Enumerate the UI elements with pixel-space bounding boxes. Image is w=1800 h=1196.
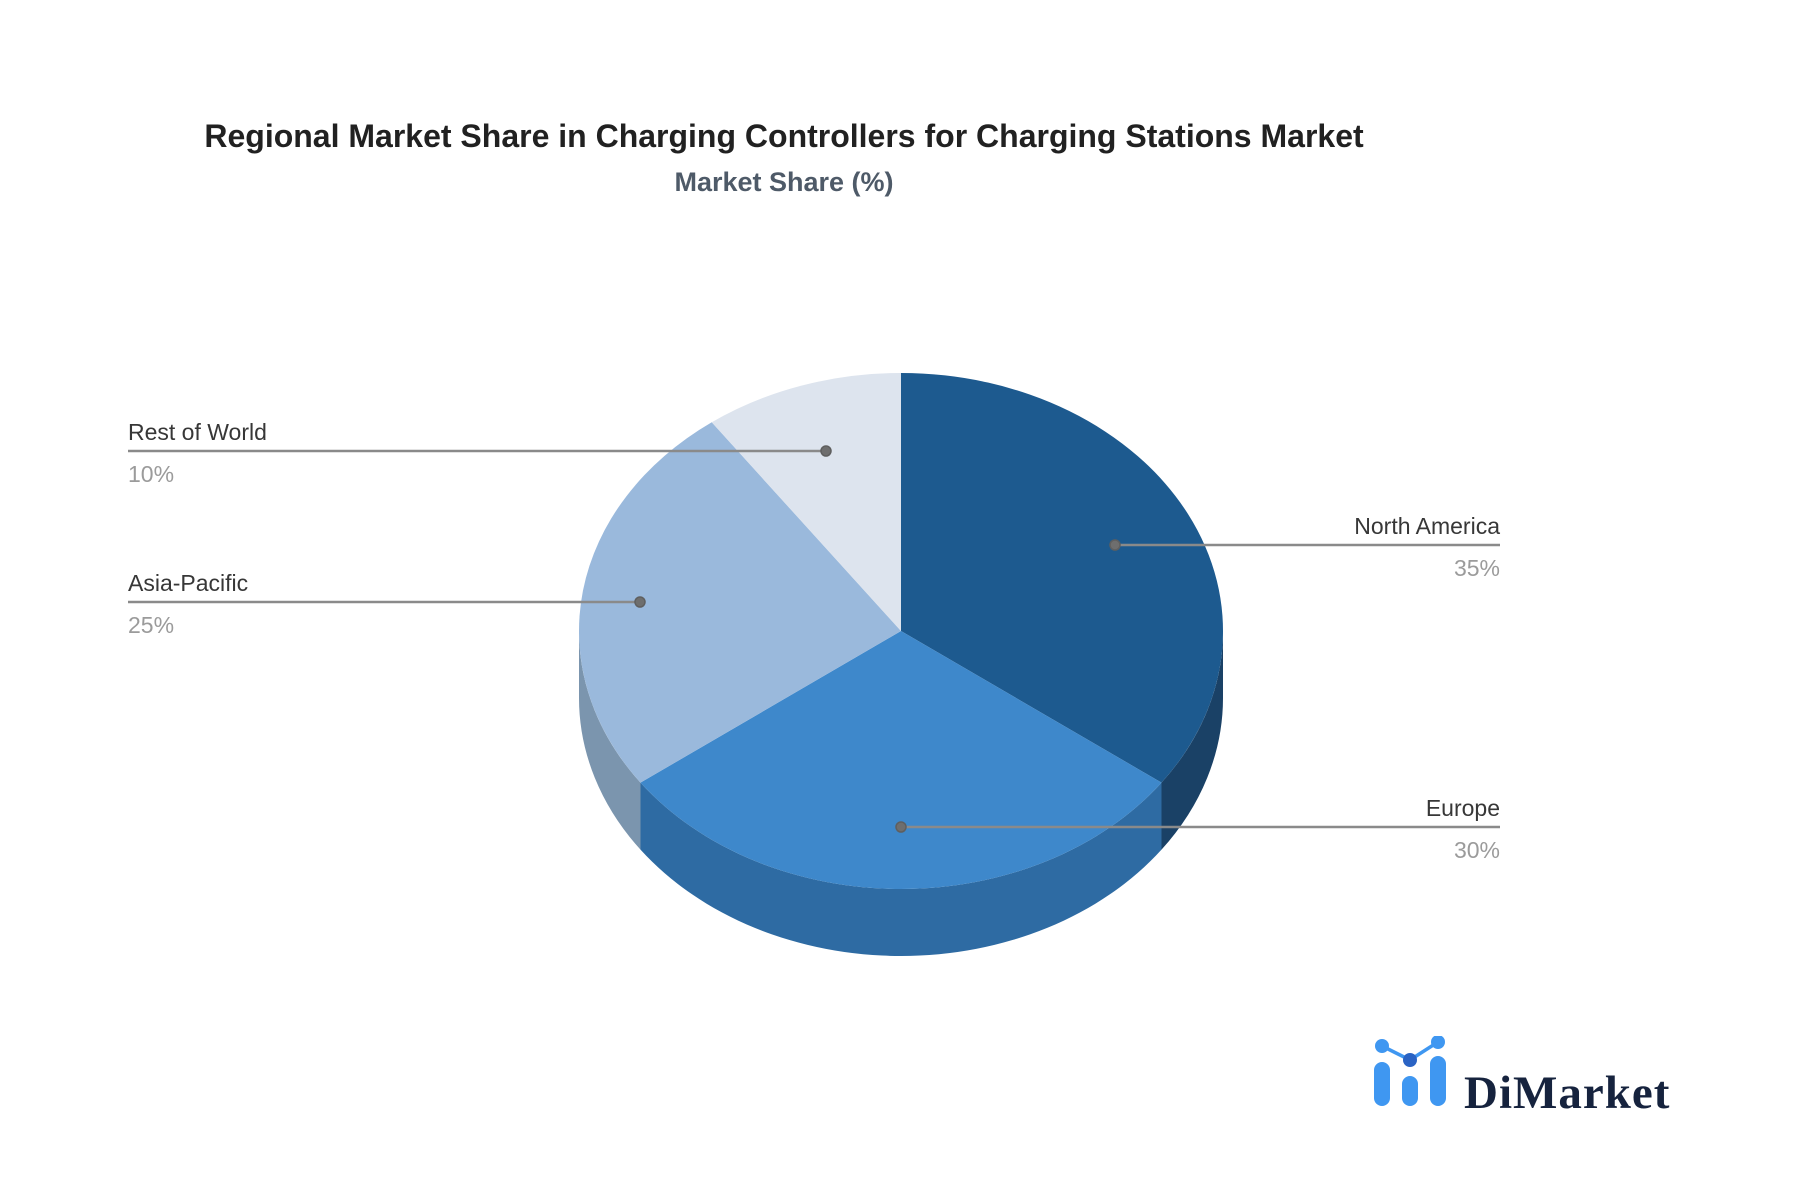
slice-label-asia-pacific: Asia-Pacific [128,570,248,596]
leader-dot-north-america [1109,539,1121,551]
chart-title: Regional Market Share in Charging Contro… [204,118,1364,154]
slice-value-north-america: 35% [1454,555,1500,581]
logo-bar-left [1374,1062,1390,1106]
slice-value-rest-of-world: 10% [128,461,174,487]
bar-line-chart-logo-icon [1374,1036,1446,1106]
pie-slice-europe[interactable] [640,631,1162,890]
leader-dot-europe [895,821,907,833]
logo-dot-right [1431,1036,1445,1049]
slice-value-asia-pacific: 25% [128,612,174,638]
brand-name: DiMarket [1464,1067,1671,1119]
pie-slice-side-europe [640,782,1162,957]
pie-slice-side-asia-pacific [579,631,641,850]
pie-slice-asia-pacific[interactable] [579,422,901,783]
pie-slice-side-north-america [1161,631,1223,850]
pie-slice-rest-of-world[interactable] [711,373,901,631]
logo-dot-middle [1403,1053,1417,1067]
logo-bar-right [1430,1056,1446,1106]
pie-slice-north-america[interactable] [901,373,1224,783]
logo-dot-left [1375,1039,1389,1053]
slice-label-rest-of-world: Rest of World [128,419,267,445]
slice-label-north-america: North America [1354,513,1500,539]
slice-value-europe: 30% [1454,837,1500,863]
logo-bar-middle [1402,1076,1418,1106]
slice-label-europe: Europe [1426,795,1500,821]
brand-logo: DiMarket [1370,1036,1670,1117]
leader-dot-asia-pacific [634,596,646,608]
chart-subtitle: Market Share (%) [674,167,894,197]
leader-dot-rest-of-world [820,445,832,457]
